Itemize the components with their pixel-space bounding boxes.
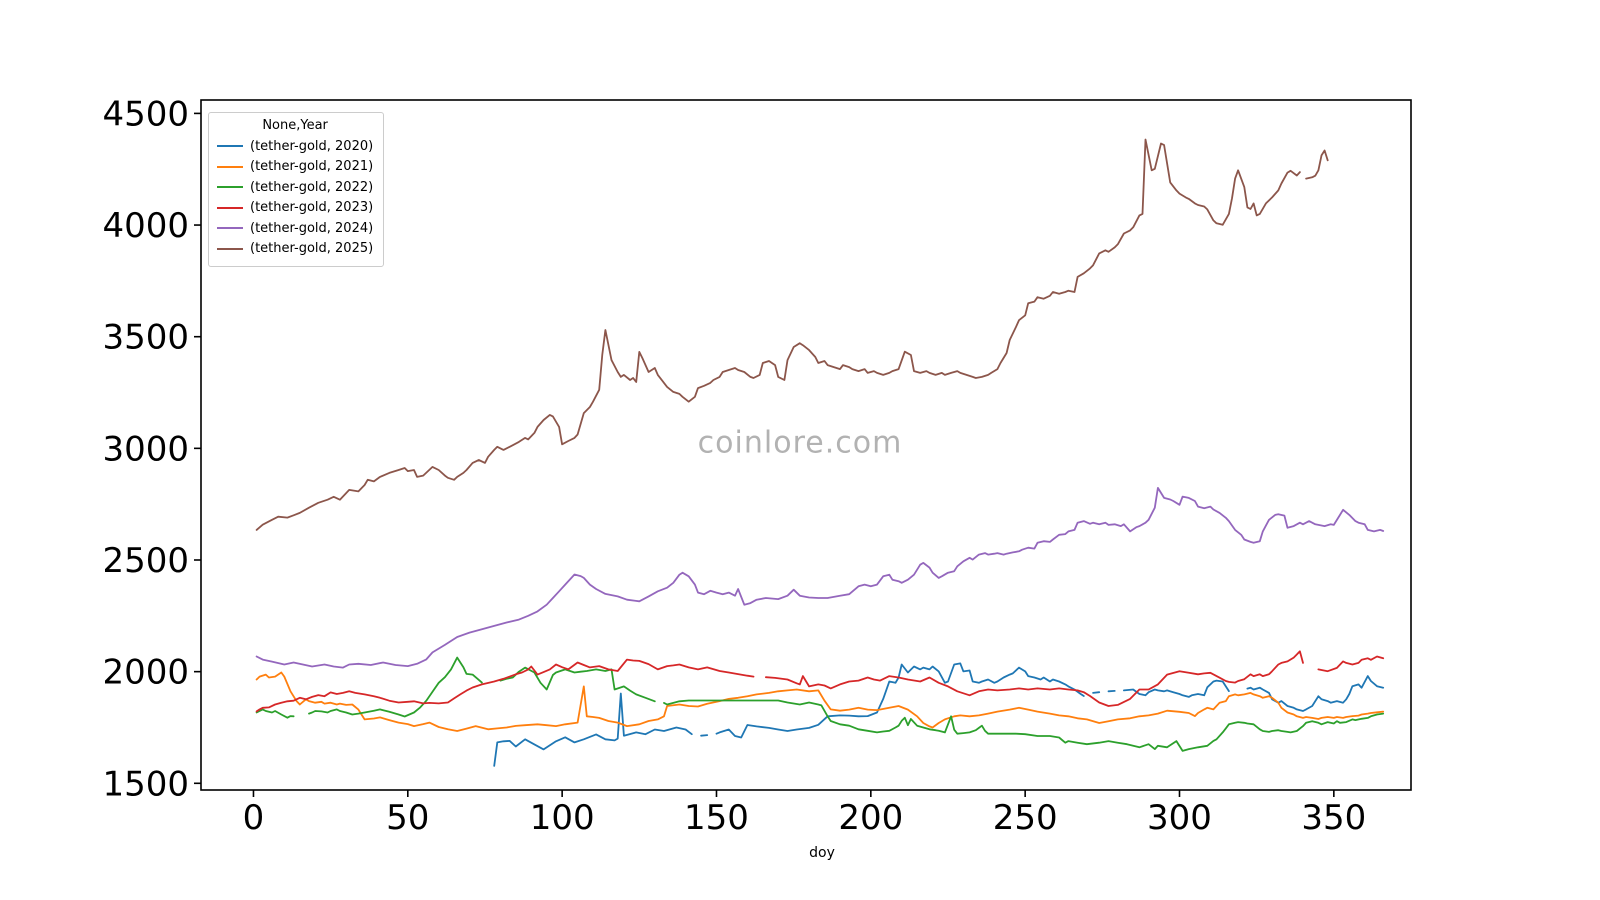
watermark: coinlore.com (697, 425, 903, 461)
legend-entry: (tether-gold, 2023) (217, 198, 373, 219)
y-tick-label: 3500 (102, 318, 189, 358)
x-tick-label: 300 (1147, 798, 1212, 838)
legend-line-swatch (217, 165, 243, 168)
y-tick-label: 2500 (102, 541, 189, 581)
series-line-tether-gold-2022 (255, 656, 1385, 752)
x-axis-label: doy (809, 845, 835, 861)
y-tick-label: 2000 (102, 653, 189, 693)
x-tick-label: 150 (684, 798, 749, 838)
series-line-tether-gold-2025 (255, 138, 1329, 531)
x-tick-label: 350 (1301, 798, 1366, 838)
y-tick-label: 3000 (102, 429, 189, 469)
legend-title: None,Year (262, 118, 328, 133)
legend: None,Year (tether-gold, 2020) (tether-gol… (208, 112, 385, 267)
legend-line-swatch (217, 227, 243, 230)
legend-line-swatch (217, 247, 243, 250)
legend-label: (tether-gold, 2023) (250, 200, 374, 216)
legend-entry: (tether-gold, 2022) (217, 177, 373, 198)
plot-area (200, 99, 1412, 791)
series-line-tether-gold-2021 (255, 671, 1385, 732)
legend-line-swatch (217, 145, 243, 148)
legend-label: (tether-gold, 2024) (250, 220, 374, 236)
legend-entry: (tether-gold, 2020) (217, 136, 373, 157)
legend-entry: (tether-gold, 2025) (217, 239, 373, 260)
y-tick-label: 4000 (102, 206, 189, 246)
series-line-tether-gold-2024 (255, 487, 1385, 669)
legend-entry: (tether-gold, 2021) (217, 157, 373, 178)
legend-label: (tether-gold, 2025) (250, 241, 374, 257)
legend-label: (tether-gold, 2021) (250, 159, 374, 175)
series-line-tether-gold-2020 (493, 662, 1385, 767)
y-tick-label: 1500 (102, 764, 189, 804)
series-line-tether-gold-2023 (255, 650, 1385, 713)
y-tick-label: 4500 (102, 94, 189, 134)
x-tick-label: 100 (530, 798, 595, 838)
legend-label: (tether-gold, 2020) (250, 138, 374, 154)
x-tick-label: 250 (993, 798, 1058, 838)
legend-entry: (tether-gold, 2024) (217, 218, 373, 239)
x-tick-label: 50 (386, 798, 429, 838)
legend-label: (tether-gold, 2022) (250, 179, 374, 195)
x-tick-label: 0 (243, 798, 265, 838)
legend-line-swatch (217, 206, 243, 209)
x-tick-label: 200 (838, 798, 903, 838)
legend-line-swatch (217, 186, 243, 189)
